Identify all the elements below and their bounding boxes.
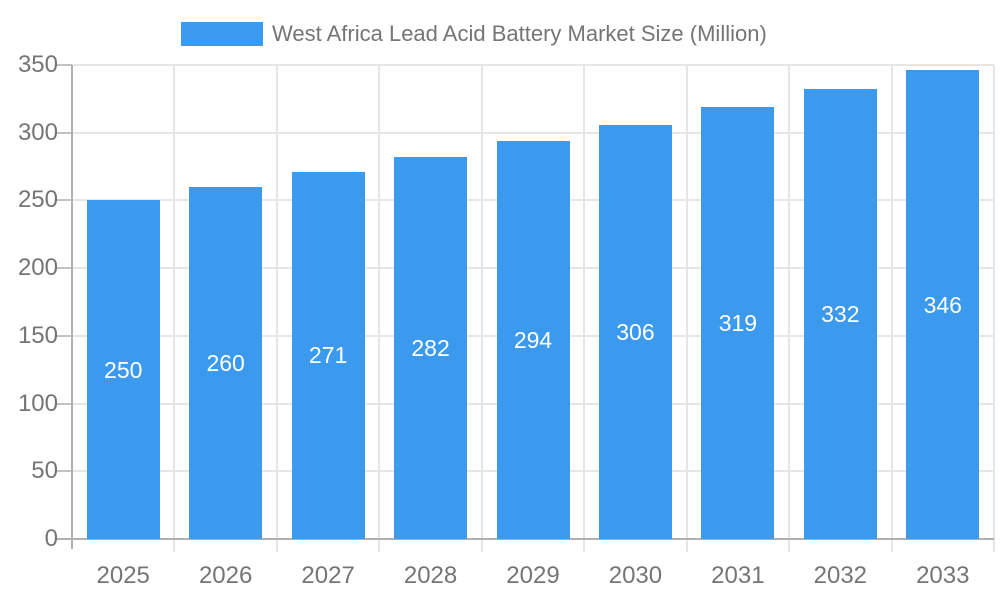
bar-value-label: 346 xyxy=(923,291,962,318)
bar-2031[interactable]: 319 xyxy=(701,106,775,539)
category-gridline xyxy=(480,65,483,552)
y-axis-tick xyxy=(57,402,72,405)
bar-value-label: 294 xyxy=(513,326,553,353)
category-gridline xyxy=(378,65,381,552)
legend-swatch-icon xyxy=(181,22,263,46)
y-axis-tick-label: 250 xyxy=(17,186,58,214)
category-gridline xyxy=(788,65,791,552)
x-axis-tick-label: 2027 xyxy=(301,562,355,589)
bar-2029[interactable]: 294 xyxy=(496,140,570,539)
bar-2027[interactable]: 271 xyxy=(291,171,365,539)
bar-value-label: 319 xyxy=(718,309,758,336)
y-axis-tick xyxy=(57,470,72,473)
y-axis-tick xyxy=(57,131,72,134)
x-axis-tick-label: 2028 xyxy=(403,562,458,589)
category-gridline xyxy=(275,65,278,552)
bar-2030[interactable]: 306 xyxy=(598,124,672,539)
x-axis-tick-label: 2026 xyxy=(198,562,253,589)
bar-value-label: 260 xyxy=(206,349,245,376)
bar-value-label: 282 xyxy=(411,335,450,362)
bar-2032[interactable]: 332 xyxy=(803,89,877,539)
y-axis-tick xyxy=(57,199,72,202)
category-gridline xyxy=(685,65,688,552)
y-axis-tick xyxy=(57,64,72,66)
x-axis-tick-label: 2032 xyxy=(813,562,868,589)
legend-label: West Africa Lead Acid Battery Market Siz… xyxy=(272,21,767,46)
y-axis-tick-label: 50 xyxy=(31,457,58,485)
x-axis-tick-label: 2033 xyxy=(916,562,970,589)
bar-2026[interactable]: 260 xyxy=(189,186,263,539)
bar-value-label: 271 xyxy=(308,342,348,369)
y-gridline xyxy=(72,64,994,66)
y-axis-tick-label: 0 xyxy=(44,525,58,552)
y-axis-tick xyxy=(57,334,72,337)
bar-2033[interactable]: 346 xyxy=(906,70,980,539)
category-gridline xyxy=(993,65,995,552)
x-axis-line xyxy=(57,538,994,540)
x-axis-tick-label: 2029 xyxy=(506,562,560,589)
category-gridline xyxy=(890,65,893,552)
y-axis-tick-label: 100 xyxy=(17,389,58,417)
chart-legend[interactable]: West Africa Lead Acid Battery Market Siz… xyxy=(181,22,767,46)
y-axis-tick xyxy=(57,267,72,270)
y-gridline xyxy=(72,131,994,134)
bar-2025[interactable]: 250 xyxy=(86,200,160,539)
bar-value-label: 250 xyxy=(104,356,143,383)
y-axis-tick-label: 200 xyxy=(17,254,58,282)
x-axis-tick-label: 2030 xyxy=(608,562,663,589)
y-axis-tick-label: 300 xyxy=(17,118,58,146)
category-gridline xyxy=(173,65,176,552)
y-axis-tick-label: 150 xyxy=(17,321,58,349)
bar-value-label: 306 xyxy=(616,318,655,345)
bar-value-label: 332 xyxy=(821,301,860,328)
category-gridline xyxy=(583,65,586,552)
x-axis-tick-label: 2025 xyxy=(96,562,150,589)
x-axis-tick-label: 2031 xyxy=(711,562,765,589)
y-axis-line xyxy=(71,65,73,549)
y-axis-tick-label: 350 xyxy=(17,51,58,78)
bar-2028[interactable]: 282 xyxy=(394,157,468,539)
